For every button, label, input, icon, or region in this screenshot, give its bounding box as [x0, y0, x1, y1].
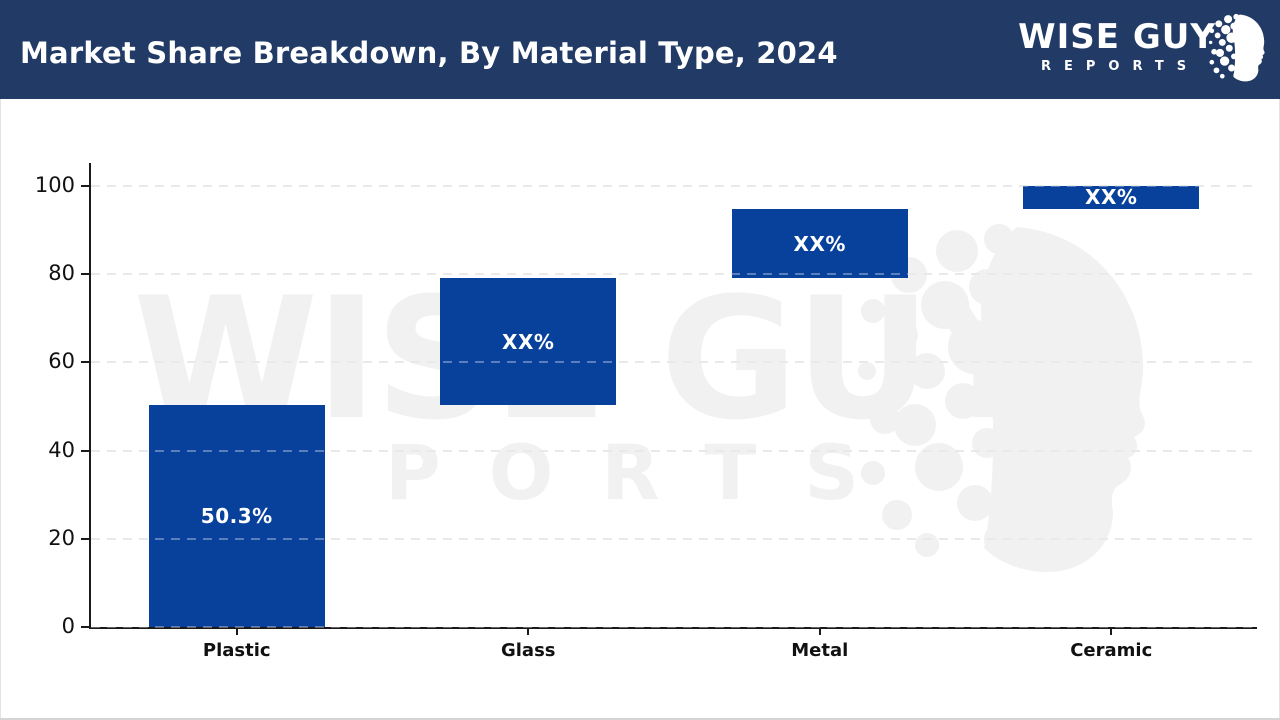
header-bar: Market Share Breakdown, By Material Type… [0, 0, 1280, 99]
y-tick-label: 40 [48, 437, 75, 462]
x-axis-tick [527, 627, 530, 635]
y-tick-label: 100 [34, 173, 75, 197]
y-axis-tick [81, 273, 89, 276]
dotted-head-icon [1206, 12, 1270, 88]
bar-value-label-glass: XX% [502, 329, 555, 354]
bar-glass: XX% [440, 278, 617, 406]
brand-subname: REPORTS [1041, 59, 1200, 74]
brand-name: WISE GUY [1018, 17, 1216, 57]
chart-title: Market Share Breakdown, By Material Type… [20, 36, 838, 70]
gridline [91, 185, 1257, 187]
gridline-overlay [91, 449, 1257, 452]
gridline [91, 273, 1257, 276]
y-tick-label: 60 [48, 349, 75, 374]
gridline-overlay [91, 185, 1257, 187]
y-axis-tick [81, 449, 89, 452]
category-label-ceramic: Ceramic [1070, 640, 1153, 661]
bar-metal: XX% [731, 208, 908, 279]
category-label-metal: Metal [791, 640, 849, 661]
y-axis-tick [81, 185, 89, 187]
brand-logo: WISE GUY REPORTS [1018, 10, 1270, 88]
y-axis-tick [81, 537, 89, 540]
y-axis-tick [81, 626, 89, 628]
y-tick-label: 80 [48, 261, 75, 286]
watermark-text-2: PORTS [385, 428, 907, 517]
bar-ceramic: XX% [1023, 185, 1200, 210]
bar-value-label-ceramic: XX% [1085, 185, 1138, 210]
category-label-glass: Glass [500, 640, 556, 661]
bar-value-label-plastic: 50.3% [200, 504, 273, 529]
bar-value-label-metal: XX% [793, 231, 846, 256]
x-axis-tick [1110, 627, 1113, 635]
gridline [91, 537, 1257, 540]
y-axis-tick [81, 361, 89, 364]
gridline-overlay [91, 273, 1257, 276]
gridline [91, 449, 1257, 452]
y-tick-label: 20 [48, 525, 75, 550]
brand-logo-text: WISE GUY REPORTS [1018, 20, 1216, 74]
x-axis-tick [818, 627, 821, 635]
plot-area: WISE GUY PORTS 0 20 40 60 80 100 50.3% Plastic X… [35, 163, 1257, 661]
y-tick-label: 0 [61, 614, 75, 638]
category-label-plastic: Plastic [202, 640, 271, 661]
gridline [91, 361, 1257, 364]
gridline-overlay [91, 626, 1257, 628]
gridline-overlay [91, 361, 1257, 364]
gridline-overlay [91, 537, 1257, 540]
bar-plastic: 50.3% [148, 405, 325, 627]
x-axis-tick [235, 627, 238, 635]
